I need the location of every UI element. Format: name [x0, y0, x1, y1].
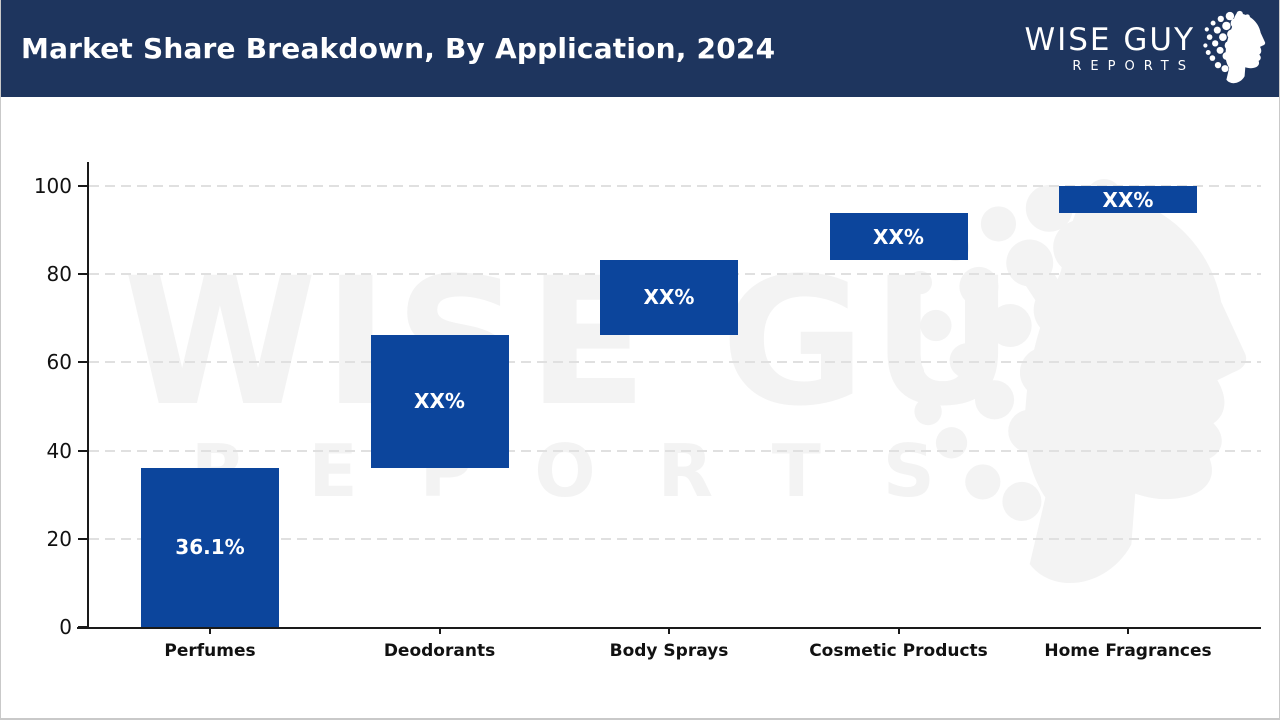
- y-tick-label-20: 20: [46, 526, 72, 551]
- category-label-deodorants: Deodorants: [383, 641, 496, 661]
- category-label-perfumes: Perfumes: [164, 641, 256, 661]
- gridline-100: [89, 185, 1261, 187]
- bar-value-label: XX%: [1102, 187, 1154, 212]
- logo-sub: REPORTS: [1072, 58, 1195, 74]
- page-title: Market Share Breakdown, By Application, …: [21, 32, 776, 65]
- logo-text: WISE GUY REPORTS: [1024, 21, 1195, 74]
- watermark-text-line2: REPORTS: [191, 429, 997, 513]
- y-tick-40: [78, 449, 87, 452]
- x-tick-home-fragrances: [1127, 627, 1129, 634]
- watermark-head-icon: [900, 178, 1247, 584]
- header: Market Share Breakdown, By Application, …: [1, 0, 1279, 97]
- y-axis-line: [87, 162, 89, 627]
- bar-perfumes: 36.1%: [141, 467, 279, 627]
- bar-cosmetic-products: XX%: [829, 213, 968, 261]
- y-tick-label-60: 60: [46, 350, 72, 375]
- gridline-60: [89, 361, 1261, 364]
- watermark-head-group: [900, 178, 1247, 584]
- y-tick-20: [78, 537, 87, 540]
- bar-value-label: 36.1%: [175, 535, 245, 560]
- category-label-cosmetic-products: Cosmetic Products: [809, 641, 988, 661]
- plot-area: 0 20 40 60 80 100 36.1% Perfumes XX% Deodorants XX…: [34, 162, 1261, 661]
- y-tick-60: [78, 361, 87, 364]
- gridline-20: [89, 537, 1261, 540]
- x-tick-perfumes: [209, 627, 211, 634]
- bar-deodorants: XX%: [370, 334, 509, 468]
- y-tick-80: [78, 273, 87, 276]
- chart-area: WISE GUY REPORTS 0 20 40 60 80 100 36.1% Perfum…: [1, 97, 1279, 718]
- bar-body-sprays: XX%: [600, 260, 738, 335]
- x-tick-body-sprays: [668, 627, 670, 634]
- x-tick-deodorants: [438, 627, 441, 634]
- y-tick-label-100: 100: [33, 174, 72, 198]
- category-label-body-sprays: Body Sprays: [609, 641, 729, 661]
- logo-brand: WISE GUY: [1024, 21, 1195, 58]
- bar-value-label: XX%: [414, 389, 465, 414]
- bar-value-label: XX%: [643, 285, 695, 310]
- y-tick-label-40: 40: [46, 438, 72, 463]
- dotted-head-profile-icon: [1203, 10, 1266, 83]
- y-tick-label-80: 80: [46, 262, 72, 287]
- bar-home-fragrances: XX%: [1059, 186, 1197, 214]
- y-tick-0: [78, 626, 87, 628]
- y-tick-label-0: 0: [59, 615, 72, 639]
- x-tick-cosmetic-products: [897, 627, 900, 634]
- wiseguy-logo: WISE GUY REPORTS: [1024, 7, 1269, 91]
- gridline-40: [89, 449, 1261, 452]
- y-tick-100: [78, 185, 87, 187]
- category-label-home-fragrances: Home Fragrances: [1044, 641, 1212, 661]
- bar-value-label: XX%: [873, 224, 924, 249]
